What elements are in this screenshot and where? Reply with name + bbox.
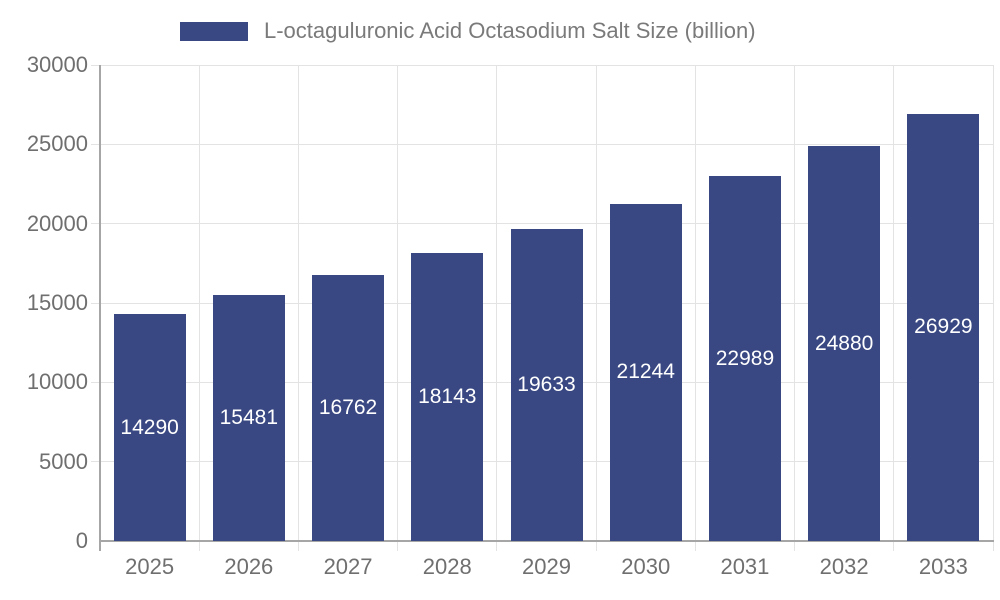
bar-value-label: 26929 <box>914 315 973 339</box>
y-tick-label: 20000 <box>26 210 88 236</box>
x-tick-label: 2028 <box>422 554 472 579</box>
bar <box>411 253 484 541</box>
bar-value-label: 21244 <box>616 360 675 384</box>
bar-value-label: 16762 <box>318 396 378 420</box>
y-tick-label: 15000 <box>26 290 88 315</box>
bar <box>708 176 781 541</box>
x-tick-label: 2027 <box>323 554 373 579</box>
y-axis-line <box>99 65 101 551</box>
plot-area: 0 5000 10000 15000 20000 25000 30000 14290 2025 1… <box>27 54 994 578</box>
gridline-vertical <box>397 65 399 551</box>
gridline-vertical <box>893 65 895 551</box>
x-tick-label: 2026 <box>224 554 274 579</box>
bar <box>609 203 682 541</box>
gridline-vertical <box>297 65 299 551</box>
bar <box>113 314 186 541</box>
gridline-vertical <box>794 65 796 551</box>
x-tick-label: 2031 <box>720 554 770 579</box>
bar <box>907 113 980 541</box>
gridline-vertical <box>496 65 498 551</box>
bar-value-label: 24880 <box>814 331 874 355</box>
x-tick-label: 2032 <box>819 554 869 579</box>
bar <box>510 229 583 541</box>
gridline-horizontal <box>91 223 993 225</box>
bar-value-label: 14290 <box>120 415 179 439</box>
gridline-horizontal <box>91 143 993 145</box>
y-tick-label: 0 <box>75 528 88 553</box>
gridline-vertical <box>694 65 696 551</box>
legend-swatch <box>180 21 248 41</box>
y-tick-label: 10000 <box>26 369 88 395</box>
legend-label: L-octaguluronic Acid Octasodium Salt Siz… <box>264 18 756 43</box>
bar-value-label: 22989 <box>715 346 775 370</box>
x-axis-line <box>99 540 994 542</box>
bar <box>808 146 881 541</box>
bar-value-label: 18143 <box>418 385 477 409</box>
y-tick-label: 30000 <box>26 52 88 77</box>
gridline-horizontal <box>91 64 993 66</box>
gridline-vertical <box>992 65 994 551</box>
legend: L-octaguluronic Acid Octasodium Salt Siz… <box>180 18 756 44</box>
y-tick-label: 25000 <box>26 131 88 157</box>
x-tick-label: 2030 <box>621 554 671 579</box>
y-tick-label: 5000 <box>39 448 88 474</box>
bar <box>312 275 385 541</box>
x-tick-label: 2025 <box>125 554 175 579</box>
bar-value-label: 19633 <box>517 373 576 397</box>
x-tick-label: 2033 <box>918 554 968 579</box>
bar-value-label: 15481 <box>219 406 279 430</box>
x-tick-label: 2029 <box>522 554 571 579</box>
bar <box>212 295 285 541</box>
gridline-vertical <box>595 65 597 551</box>
gridline-vertical <box>198 65 200 551</box>
